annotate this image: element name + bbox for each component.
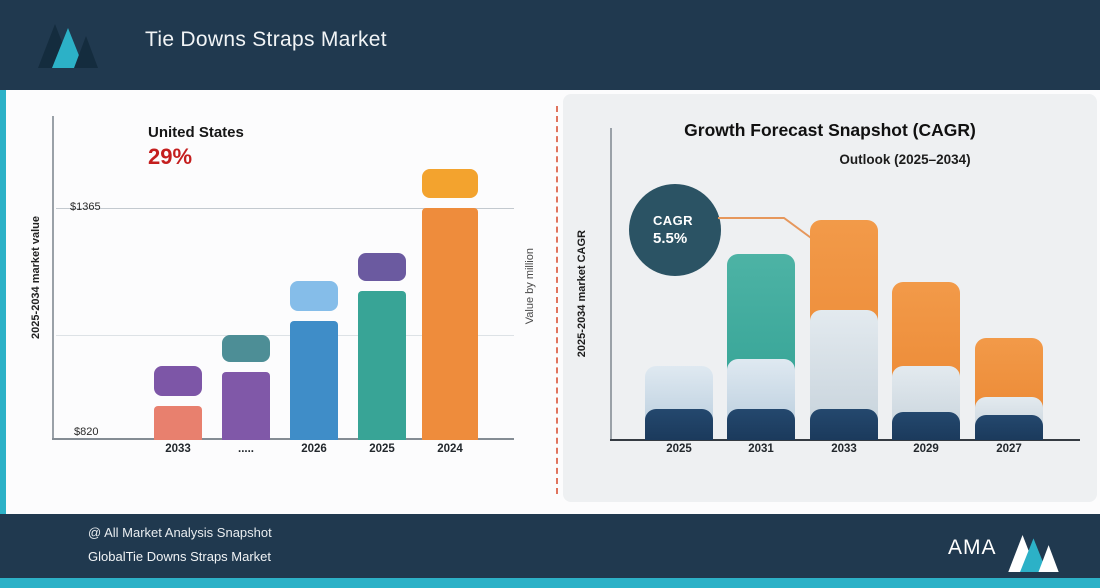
footer-brand-text: AMA <box>948 536 997 559</box>
bottom-accent-strip <box>0 578 1100 588</box>
left-bar-2026 <box>290 321 338 440</box>
right-xticks: 2025 2031 2033 2029 2027 <box>0 443 1100 461</box>
x-tick-label: 2024 <box>437 443 463 455</box>
value-by-million-label: Value by million <box>524 248 536 325</box>
bar-segment-navy <box>645 409 713 440</box>
gridline-1365 <box>56 208 514 209</box>
right-bar-2031 <box>727 130 795 440</box>
x-tick-label: 2033 <box>165 443 191 455</box>
brand-logo-icon <box>38 24 98 68</box>
right-chart-subtitle: Outlook (2025–2034) <box>839 152 971 167</box>
right-bar-2033 <box>810 130 878 440</box>
left-accent-strip <box>0 90 6 514</box>
right-bar-2029 <box>892 130 960 440</box>
cagr-badge: CAGR 5.5% <box>629 184 721 276</box>
left-bar-..... <box>222 372 270 440</box>
y-tick-820: $820 <box>74 426 99 438</box>
left-bar-2025 <box>358 291 406 440</box>
left-plot <box>52 118 514 440</box>
region-label: United States <box>148 124 244 141</box>
left-bar-2024 <box>422 208 478 440</box>
left-bar-cap <box>290 281 338 311</box>
left-xticks: 2033..... 2026 2025 2024 <box>0 443 1100 461</box>
right-y-axis-line <box>610 128 612 440</box>
left-x-axis-line <box>52 438 514 440</box>
x-tick-label: 2026 <box>301 443 327 455</box>
right-chart-title: Growth Forecast Snapshot (CAGR) <box>684 120 976 140</box>
x-tick-label: 2029 <box>913 443 939 455</box>
left-bar-cap <box>222 335 270 362</box>
x-tick-label: 2025 <box>369 443 395 455</box>
footer-line-2: GlobalTie Downs Straps Market <box>88 549 272 564</box>
right-y-axis-label: 2025-2034 market CAGR <box>576 230 588 358</box>
highlight-percentage: 29% <box>148 144 193 169</box>
page-title: Tie Downs Straps Market <box>145 28 387 51</box>
bar-segment-navy <box>975 415 1043 440</box>
footer-logo-icon <box>1008 535 1059 572</box>
header: Tie Downs Straps Market <box>0 0 1100 90</box>
left-y-axis-label: 2025-2034 market value <box>30 216 42 339</box>
callout-line-icon <box>718 217 823 247</box>
left-bar-cap <box>422 169 478 198</box>
gridline-mid <box>56 335 514 336</box>
left-bar-2033 <box>154 406 202 440</box>
left-y-axis-line <box>52 116 54 440</box>
bar-segment-navy <box>810 409 878 440</box>
x-tick-label: 2031 <box>748 443 774 455</box>
content-area: United States 29% 2025-2034 market value… <box>0 90 1100 514</box>
x-tick-label: 2027 <box>996 443 1022 455</box>
x-tick-label: 2033 <box>831 443 857 455</box>
cagr-badge-label: CAGR <box>653 213 693 228</box>
x-tick-label: ..... <box>238 443 254 455</box>
right-bar-2025 <box>645 130 713 440</box>
right-x-axis-line <box>610 439 1080 441</box>
footer: @ All Market Analysis Snapshot GlobalTie… <box>0 514 1100 588</box>
y-tick-1365: $1365 <box>70 201 101 213</box>
cagr-badge-value: 5.5% <box>653 230 688 247</box>
x-tick-label: 2025 <box>666 443 692 455</box>
panel-divider <box>556 106 558 494</box>
left-bar-cap <box>358 253 406 281</box>
right-bar-2027 <box>975 130 1043 440</box>
left-bar-cap <box>154 366 202 396</box>
bar-segment-navy <box>727 409 795 440</box>
bar-segment-navy <box>892 412 960 440</box>
footer-line-1: @ All Market Analysis Snapshot <box>88 525 272 540</box>
right-plot <box>612 130 1080 440</box>
